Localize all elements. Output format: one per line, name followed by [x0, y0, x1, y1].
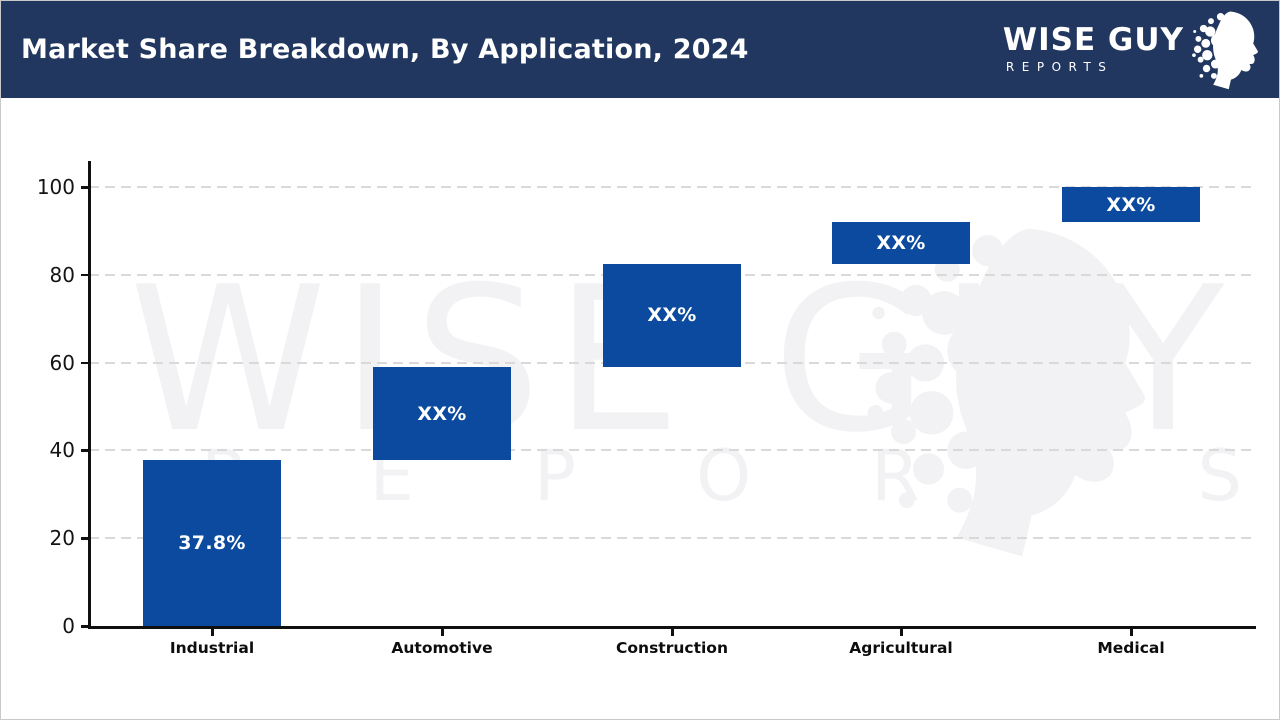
watermark-head-icon [863, 219, 1175, 563]
gridline-40 [89, 449, 1254, 452]
bar-medical: XX% [1062, 187, 1200, 223]
header: Market Share Breakdown, By Application, … [1, 1, 1279, 98]
y-tick-label-0: 0 [62, 614, 75, 638]
y-tick-20 [81, 537, 89, 540]
bar-value-label-medical: XX% [1106, 193, 1156, 216]
watermark-text-line2: REPORTS [201, 435, 1280, 517]
x-tick-medical [1130, 628, 1133, 636]
brand-subtitle: REPORTS [1005, 60, 1114, 74]
x-axis-category-label-medical: Medical [1097, 639, 1165, 657]
x-axis-category-label-construction: Construction [616, 639, 728, 657]
y-tick-label-80: 80 [49, 262, 75, 287]
x-axis-category-label-agricultural: Agricultural [849, 639, 953, 657]
bar-agricultural: XX% [832, 222, 970, 264]
brand-logo: WISE GUY REPORTS [1003, 8, 1265, 92]
bar-value-label-automotive: XX% [417, 402, 467, 425]
gridline-100 [89, 186, 1254, 188]
bar-value-label-agricultural: XX% [876, 231, 926, 254]
brand-text: WISE GUY REPORTS [1002, 22, 1184, 75]
y-tick-label-20: 20 [49, 526, 75, 551]
x-axis-line [88, 626, 1256, 629]
page-title: Market Share Breakdown, By Application, … [21, 34, 749, 65]
y-tick-100 [81, 186, 89, 189]
chart: WISE GUY REPORTS 37.8% XX% XX% XX% XX% 0 20 40… [1, 98, 1280, 719]
wise-guy-head-icon [1191, 8, 1265, 92]
y-tick-label-40: 40 [49, 438, 75, 463]
x-axis-category-label-automotive: Automotive [391, 639, 493, 657]
bar-automotive: XX% [373, 366, 511, 461]
bar-value-label-construction: XX% [647, 304, 697, 327]
bar-construction: XX% [603, 263, 741, 367]
x-tick-construction [671, 628, 674, 636]
y-tick-80 [81, 273, 89, 277]
bar-value-label-industrial: 37.8% [178, 532, 246, 555]
x-tick-industrial [211, 628, 214, 636]
y-tick-60 [81, 361, 89, 365]
x-tick-automotive [441, 628, 444, 636]
y-tick-label-60: 60 [49, 350, 75, 375]
y-tick-label-100: 100 [36, 175, 75, 199]
brand-name: WISE GUY [1002, 22, 1184, 58]
y-tick-40 [81, 449, 89, 452]
y-axis-line [88, 161, 91, 628]
bar-industrial: 37.8% [143, 460, 281, 626]
x-tick-agricultural [900, 628, 903, 636]
gridline-20 [89, 537, 1254, 540]
y-tick-0 [81, 625, 89, 628]
x-axis-category-label-industrial: Industrial [169, 639, 255, 657]
